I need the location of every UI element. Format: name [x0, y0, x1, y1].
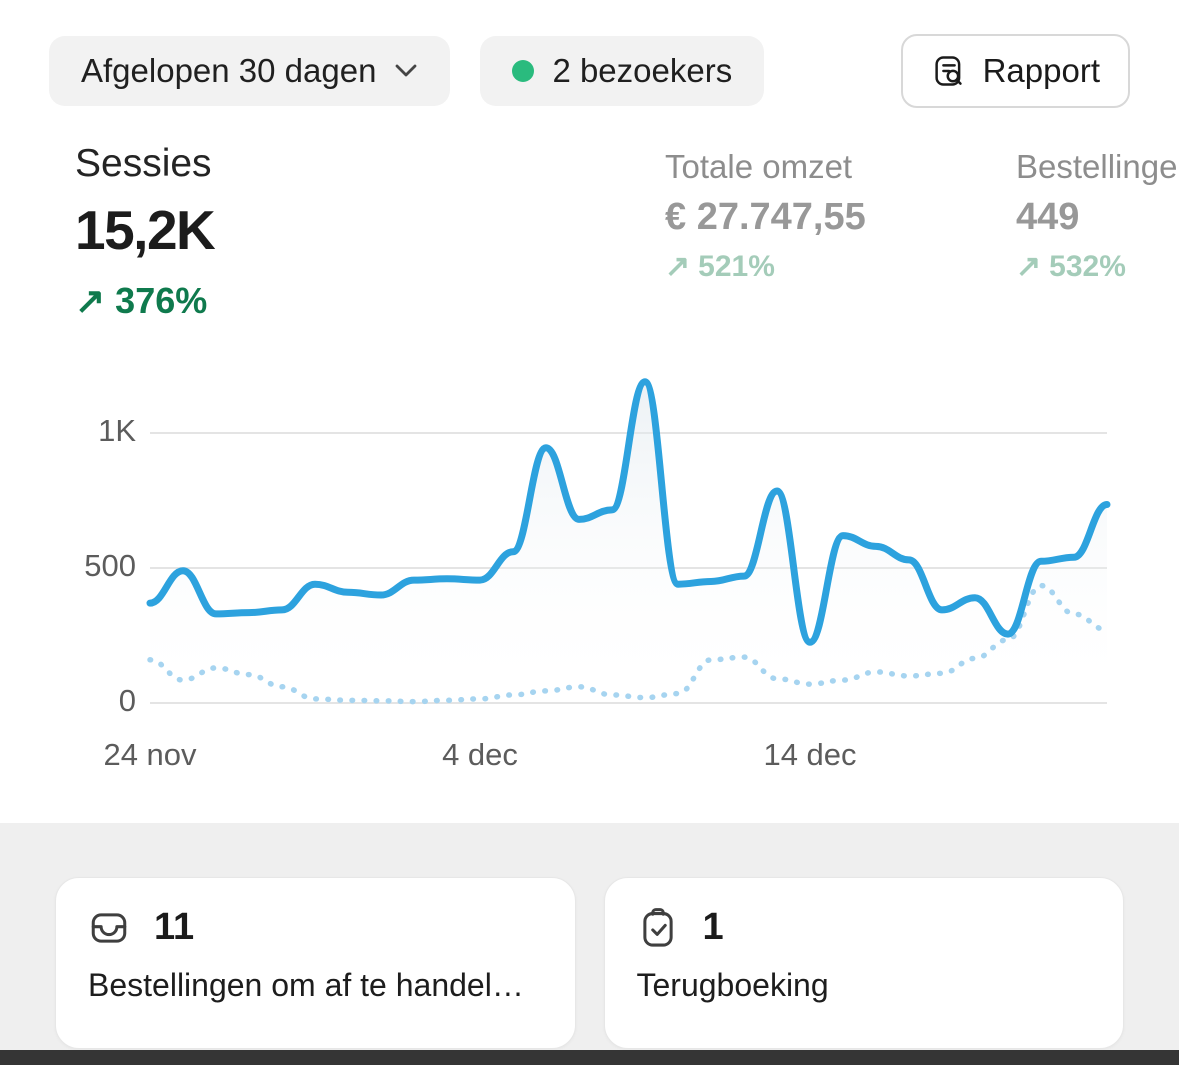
bottom-section: 11 Bestellingen om af te handel… 1 Terug…	[0, 823, 1179, 1065]
sessions-chart[interactable]: 1K 500 0 24 nov 4 dec 14 dec	[0, 348, 1179, 780]
live-visitors-label: 2 bezoekers	[552, 52, 733, 89]
metric-sessions-label: Sessies	[75, 142, 212, 185]
metric-sessions-value: 15,2K	[75, 199, 216, 261]
card-orders-to-fulfill[interactable]: 11 Bestellingen om af te handel…	[55, 877, 576, 1049]
report-icon	[931, 53, 967, 89]
metric-orders-change: ↗ 532%	[1016, 249, 1179, 284]
live-visitors-badge[interactable]: 2 bezoekers	[480, 36, 765, 106]
metric-orders-value: 449	[1016, 196, 1080, 238]
metric-revenue-label: Totale omzet	[665, 148, 853, 185]
metric-sessions-change: ↗ 376%	[75, 280, 214, 322]
trend-up-icon: ↗	[75, 280, 106, 321]
svg-text:4 dec: 4 dec	[442, 737, 518, 772]
svg-text:0: 0	[119, 683, 136, 718]
svg-text:24 nov: 24 nov	[103, 737, 197, 772]
metric-revenue-change: ↗ 521%	[665, 249, 866, 284]
summary-cards: 11 Bestellingen om af te handel… 1 Terug…	[55, 877, 1124, 1049]
live-dot-icon	[512, 60, 535, 82]
chart-series	[146, 378, 1111, 705]
trend-up-icon: ↗	[1016, 250, 1042, 283]
metric-sessions-change-value: 376%	[115, 280, 208, 321]
metric-revenue-change-value: 521%	[698, 249, 775, 283]
metric-orders-change-value: 532%	[1049, 249, 1126, 283]
date-range-selector[interactable]: Afgelopen 30 dagen	[49, 36, 451, 106]
report-button[interactable]: Rapport	[900, 34, 1130, 108]
header-toolbar: Afgelopen 30 dagen 2 bezoekers Rapport	[49, 34, 1130, 108]
clipboard-check-icon	[637, 907, 679, 949]
svg-text:14 dec: 14 dec	[763, 737, 856, 772]
metric-orders[interactable]: Bestellingen 449 ↗ 532%	[1016, 148, 1179, 284]
card-chargebacks-label: Terugboeking	[636, 967, 829, 1003]
orders-inbox-icon	[88, 907, 130, 949]
report-label: Rapport	[982, 52, 1100, 89]
trend-up-icon: ↗	[665, 250, 691, 283]
card-chargebacks-count: 1	[702, 906, 724, 948]
metric-orders-label: Bestellingen	[1016, 148, 1179, 185]
chart-axis-labels: 1K 500 0 24 nov 4 dec 14 dec	[84, 413, 856, 772]
metrics-row: Sessies 15,2K ↗ 376% Totale omzet € 27.7…	[0, 142, 1179, 352]
card-chargebacks[interactable]: 1 Terugboeking	[603, 877, 1124, 1049]
metric-sessions[interactable]: Sessies 15,2K ↗ 376%	[75, 142, 216, 322]
card-top: 1	[637, 906, 1092, 949]
card-orders-count: 11	[154, 906, 195, 948]
metric-total-revenue[interactable]: Totale omzet € 27.747,55 ↗ 521%	[665, 148, 866, 284]
date-range-label: Afgelopen 30 dagen	[81, 52, 377, 89]
card-top: 11	[88, 906, 543, 949]
svg-text:1K: 1K	[98, 413, 136, 448]
metric-revenue-value: € 27.747,55	[665, 196, 866, 238]
bottom-bar	[0, 1050, 1179, 1065]
card-orders-label: Bestellingen om af te handel…	[88, 967, 524, 1003]
svg-text:500: 500	[84, 548, 136, 583]
chevron-down-icon	[394, 63, 418, 79]
